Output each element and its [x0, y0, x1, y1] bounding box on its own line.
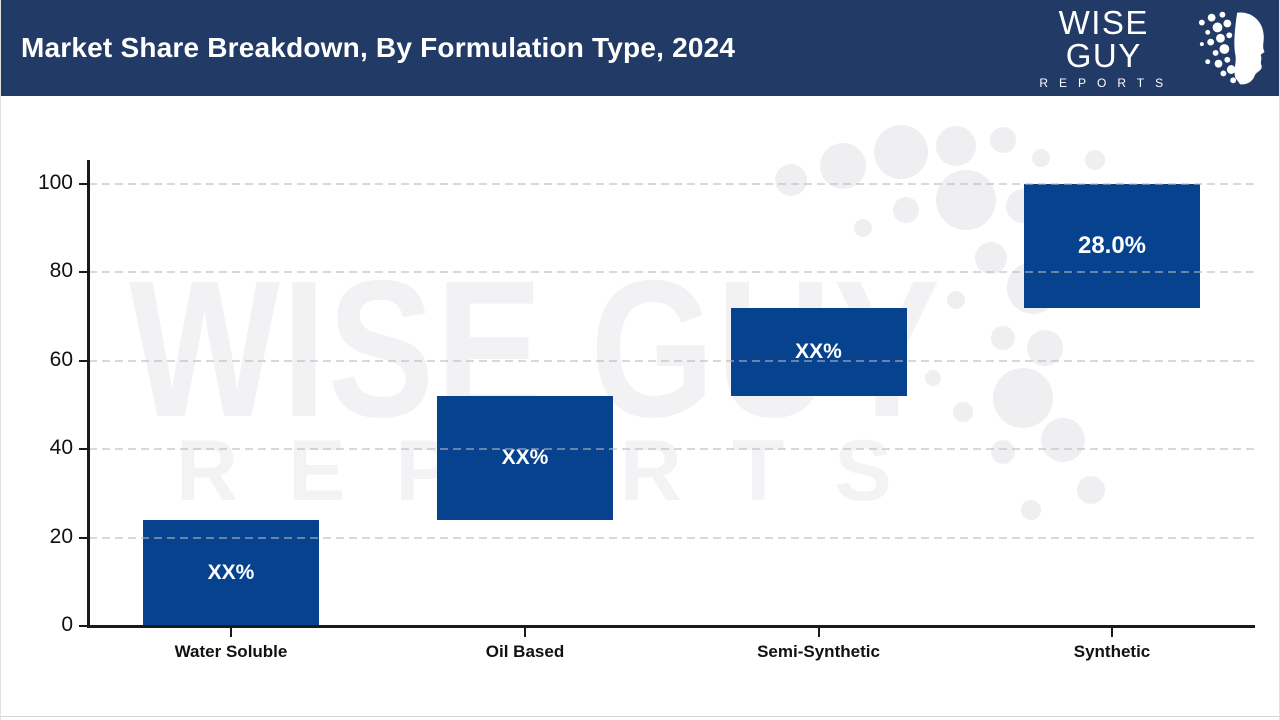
bottom-divider [1, 716, 1279, 717]
y-tick-mark [79, 359, 88, 362]
y-tick-label: 100 [37, 171, 73, 194]
y-tick-label: 80 [49, 259, 73, 283]
y-tick-mark [79, 271, 88, 274]
y-tick-label: 0 [61, 613, 73, 636]
y-axis-spine [87, 160, 90, 628]
y-tick-mark [79, 448, 88, 451]
x-category-label: Water Soluble [174, 642, 288, 661]
x-tick-mark [230, 628, 232, 637]
gridline-60 [89, 359, 1255, 362]
logo-subtitle: REPORTS [1039, 76, 1175, 90]
y-tick-label: 20 [49, 524, 73, 548]
x-tick-mark [817, 628, 820, 637]
gridline-100 [89, 183, 1255, 185]
x-category-label: Synthetic [1073, 642, 1151, 661]
bar-value-label: 28.0% [1077, 231, 1147, 259]
x-axis-spine [87, 625, 1255, 628]
bar-semi-synthetic: XX% [730, 307, 907, 397]
y-tick-label: 60 [49, 347, 73, 371]
gridline-40 [89, 448, 1255, 451]
chart-plot-area: 0 20 40 60 80 100 XX% Water Soluble XX% Oil Based… [1, 96, 1279, 720]
y-tick-label: 40 [49, 436, 73, 460]
header-band: Market Share Breakdown, By Formulation T… [1, 0, 1279, 96]
page-title: Market Share Breakdown, By Formulation T… [21, 32, 736, 63]
x-category-label: Oil Based [485, 642, 565, 661]
bar-synthetic: 28.0% [1024, 184, 1200, 308]
gridline-80 [89, 271, 1255, 274]
logo-wordmark: WISE GUY [1058, 4, 1149, 74]
bar-value-label: XX% [207, 560, 255, 584]
bar-oil-based: XX% [437, 396, 613, 520]
gridline-20 [89, 536, 1255, 539]
logo-text: WISE GUY REPORTS [1017, 6, 1190, 90]
x-tick-mark [1111, 628, 1113, 637]
bar-value-label: XX% [795, 339, 842, 363]
y-tick-mark [79, 625, 88, 627]
y-tick-mark [79, 536, 88, 539]
logo-face-icon [1199, 11, 1266, 85]
x-tick-mark [524, 628, 526, 637]
x-category-label: Semi-Synthetic [757, 642, 880, 661]
y-tick-mark [79, 183, 88, 185]
bar-value-label: XX% [501, 446, 549, 470]
wise-guy-logo: WISE GUY REPORTS [1017, 6, 1267, 90]
